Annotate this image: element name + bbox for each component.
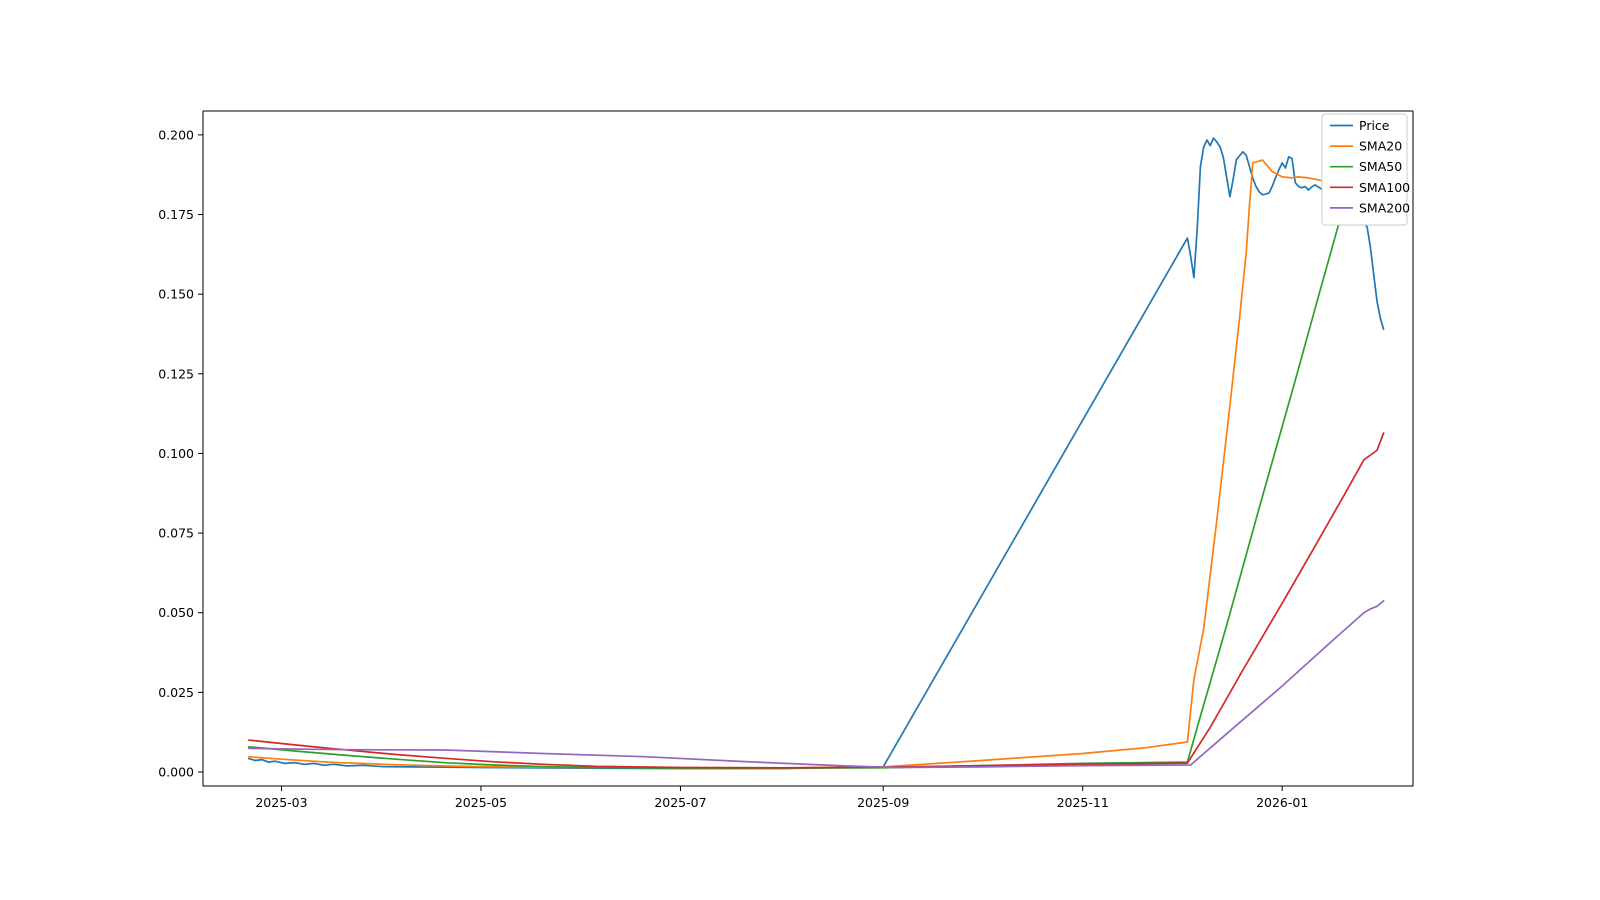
y-tick-label: 0.200: [158, 127, 194, 142]
legend-box: [1321, 113, 1408, 226]
x-tick-label: 2025-07: [654, 795, 706, 810]
y-tick-label: 0.150: [158, 287, 194, 302]
series-line-sma50: [247, 149, 1385, 770]
legend-label-sma100: SMA100: [1359, 180, 1410, 195]
axes-spines: [202, 110, 1414, 787]
legend-entry-price: Price: [1330, 118, 1390, 133]
x-tick-label: 2025-03: [255, 795, 307, 810]
legend-entry-sma20: SMA20: [1330, 139, 1402, 154]
legend-entry-sma50: SMA50: [1330, 159, 1402, 174]
y-tick-label: 0.100: [158, 446, 194, 461]
series-line-sma20: [247, 159, 1385, 769]
x-tick-label: 2025-05: [455, 795, 507, 810]
chart-legend: Price SMA20 SMA50 SMA100 SMA200: [1321, 113, 1410, 226]
legend-label-price: Price: [1359, 118, 1390, 133]
legend-entry-sma200: SMA200: [1330, 200, 1410, 215]
y-tick-label: 0.125: [158, 366, 194, 381]
x-tick-label: 2025-11: [1057, 795, 1109, 810]
x-tick-label: 2025-09: [857, 795, 909, 810]
series-line-sma100: [247, 432, 1385, 769]
series-line-sma200: [247, 600, 1385, 769]
y-tick-label: 0.050: [158, 605, 194, 620]
legend-label-sma20: SMA20: [1359, 139, 1402, 154]
legend-label-sma50: SMA50: [1359, 159, 1402, 174]
y-tick-label: 0.075: [158, 526, 194, 541]
legend-entry-sma100: SMA100: [1330, 180, 1410, 195]
x-tick-label: 2026-01: [1256, 795, 1308, 810]
y-axis: 0.000 0.025 0.050 0.075 0.100 0.125 0.150 0.175…: [158, 127, 203, 779]
plot-series: [247, 137, 1385, 770]
y-tick-label: 0.000: [158, 764, 194, 779]
y-tick-label: 0.175: [158, 207, 194, 222]
legend-label-sma200: SMA200: [1359, 200, 1410, 215]
y-tick-label: 0.025: [158, 685, 194, 700]
x-axis: 2025-03 2025-05 2025-07 2025-09 2025-11 2026-…: [255, 786, 1308, 810]
